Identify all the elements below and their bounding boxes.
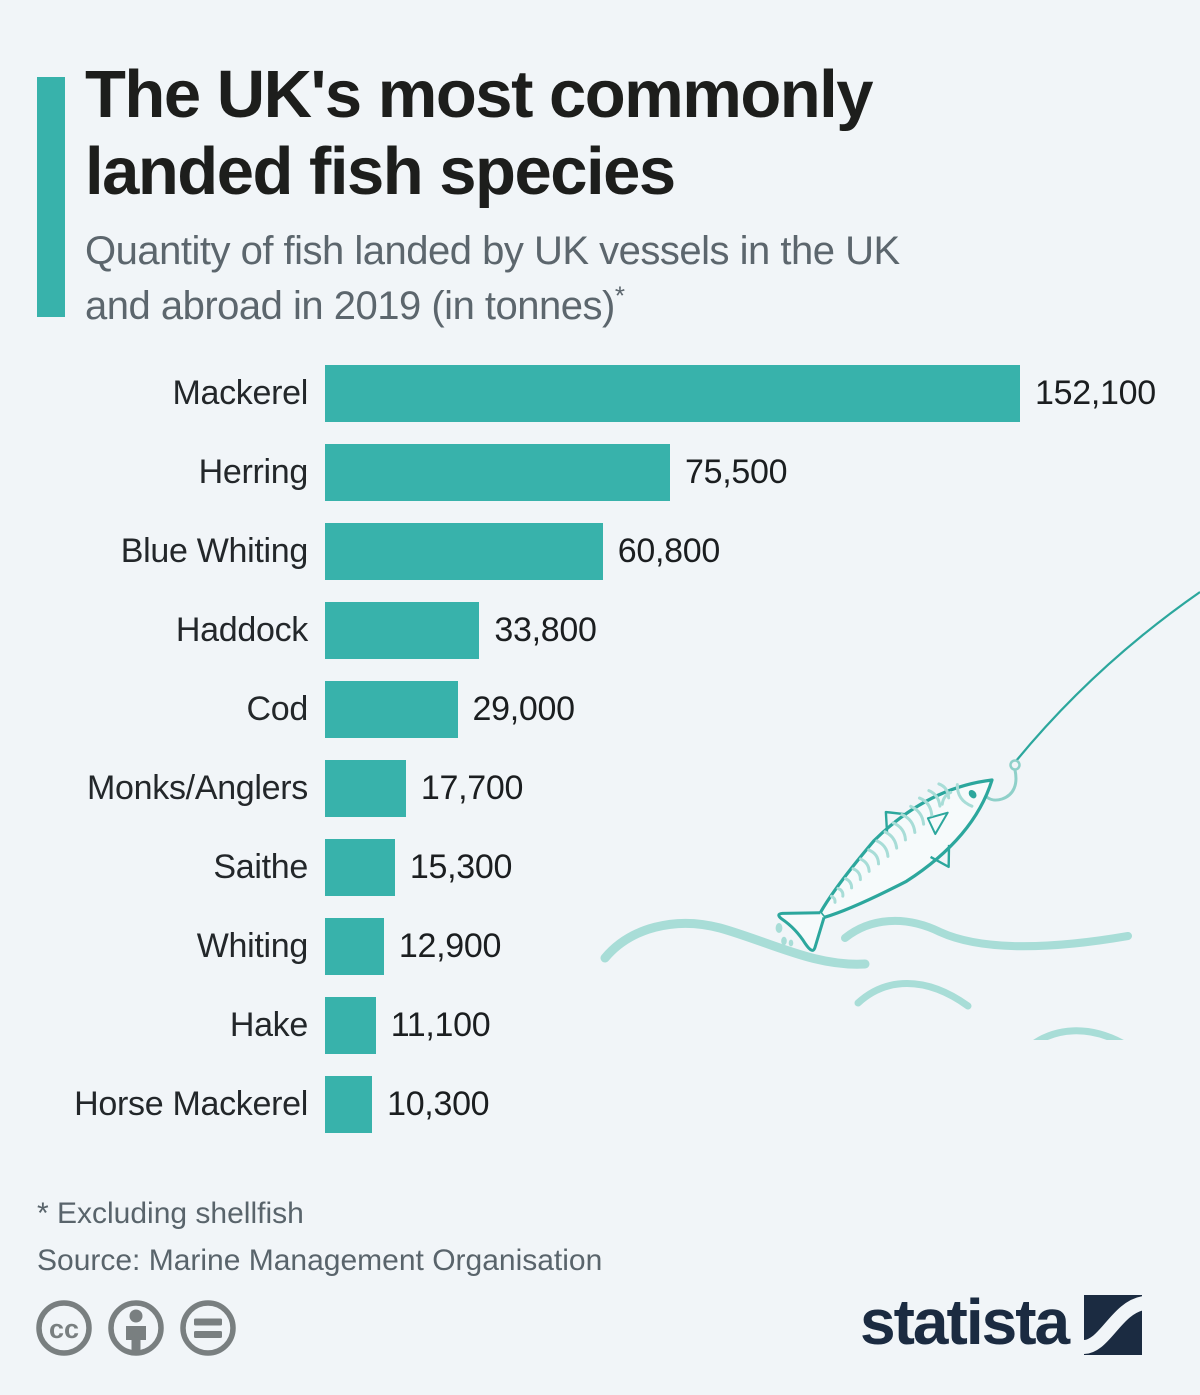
statista-logo-mark (1084, 1295, 1143, 1355)
category-label: Hake (229, 1006, 308, 1044)
svg-text:cc: cc (49, 1314, 79, 1344)
bar-hake (325, 997, 376, 1054)
bar-whiting (325, 918, 384, 975)
subtitle-line-1: Quantity of fish landed by UK vessels in… (85, 229, 900, 273)
bar-monks-anglers (325, 760, 406, 817)
value-label: 29,000 (472, 690, 576, 728)
value-label: 12,900 (398, 927, 502, 965)
value-label: 60,800 (617, 532, 721, 570)
value-label: 33,800 (494, 611, 597, 649)
statista-logo: statista (860, 1286, 1143, 1360)
attribution-icon (108, 1300, 164, 1356)
value-label: 15,300 (409, 848, 513, 886)
category-label: Haddock (175, 611, 308, 649)
footnote-block: * Excluding shellfish Source: Marine Man… (37, 1190, 602, 1284)
subtitle-line-2: and abroad in 2019 (in tonnes) (85, 284, 615, 328)
title-line-2: landed fish species (85, 134, 676, 209)
cc-icon: cc (36, 1300, 92, 1356)
bar-row: Horse Mackerel 10,300 (0, 1065, 1200, 1144)
bar-row: Saithe 15,300 (0, 828, 1200, 907)
value-label: 152,100 (1035, 374, 1156, 412)
category-label: Whiting (196, 927, 309, 965)
bar-blue-whiting (325, 523, 603, 580)
bar-horse-mackerel (325, 1076, 373, 1133)
page-title: The UK's most commonly landed fish specie… (85, 56, 874, 210)
category-label: Saithe (213, 848, 308, 886)
category-label: Monks/Anglers (87, 769, 308, 807)
bar-row: Haddock 33,800 (0, 591, 1200, 670)
category-label: Blue Whiting (120, 532, 309, 570)
statista-logo-text: statista (860, 1286, 1070, 1358)
title-accent-bar (37, 77, 65, 317)
footnote: * Excluding shellfish (37, 1197, 304, 1230)
value-label: 17,700 (420, 769, 524, 807)
bar-row: Cod 29,000 (0, 670, 1200, 749)
value-label: 10,300 (387, 1085, 490, 1123)
value-label: 75,500 (685, 453, 788, 491)
value-label: 11,100 (390, 1006, 491, 1044)
chart-subtitle: Quantity of fish landed by UK vessels in… (85, 224, 900, 334)
bar-row: Mackerel 152,100 (0, 354, 1200, 433)
category-label: Herring (198, 453, 309, 491)
bar-herring (325, 444, 670, 501)
license-icons: cc (36, 1300, 236, 1356)
category-label: Horse Mackerel (74, 1085, 308, 1123)
no-derivatives-icon (180, 1300, 236, 1356)
bar-row: Monks/Anglers 17,700 (0, 749, 1200, 828)
source: Source: Marine Management Organisation (37, 1244, 603, 1277)
category-label: Mackerel (172, 374, 308, 412)
category-label: Cod (246, 690, 309, 728)
bar-row: Blue Whiting 60,800 (0, 512, 1200, 591)
bar-row: Hake 11,100 (0, 986, 1200, 1065)
bar-mackerel (325, 365, 1020, 422)
bar-row: Herring 75,500 (0, 433, 1200, 512)
bar-cod (325, 681, 458, 738)
footnote-marker: * (614, 280, 625, 311)
bar-row: Whiting 12,900 (0, 907, 1200, 986)
title-line-1: The UK's most commonly (85, 57, 874, 132)
bar-saithe (325, 839, 395, 896)
bar-chart: Mackerel 152,100 Herring 75,500 Blue Whiting… (0, 354, 1200, 1144)
bar-haddock (325, 602, 480, 659)
